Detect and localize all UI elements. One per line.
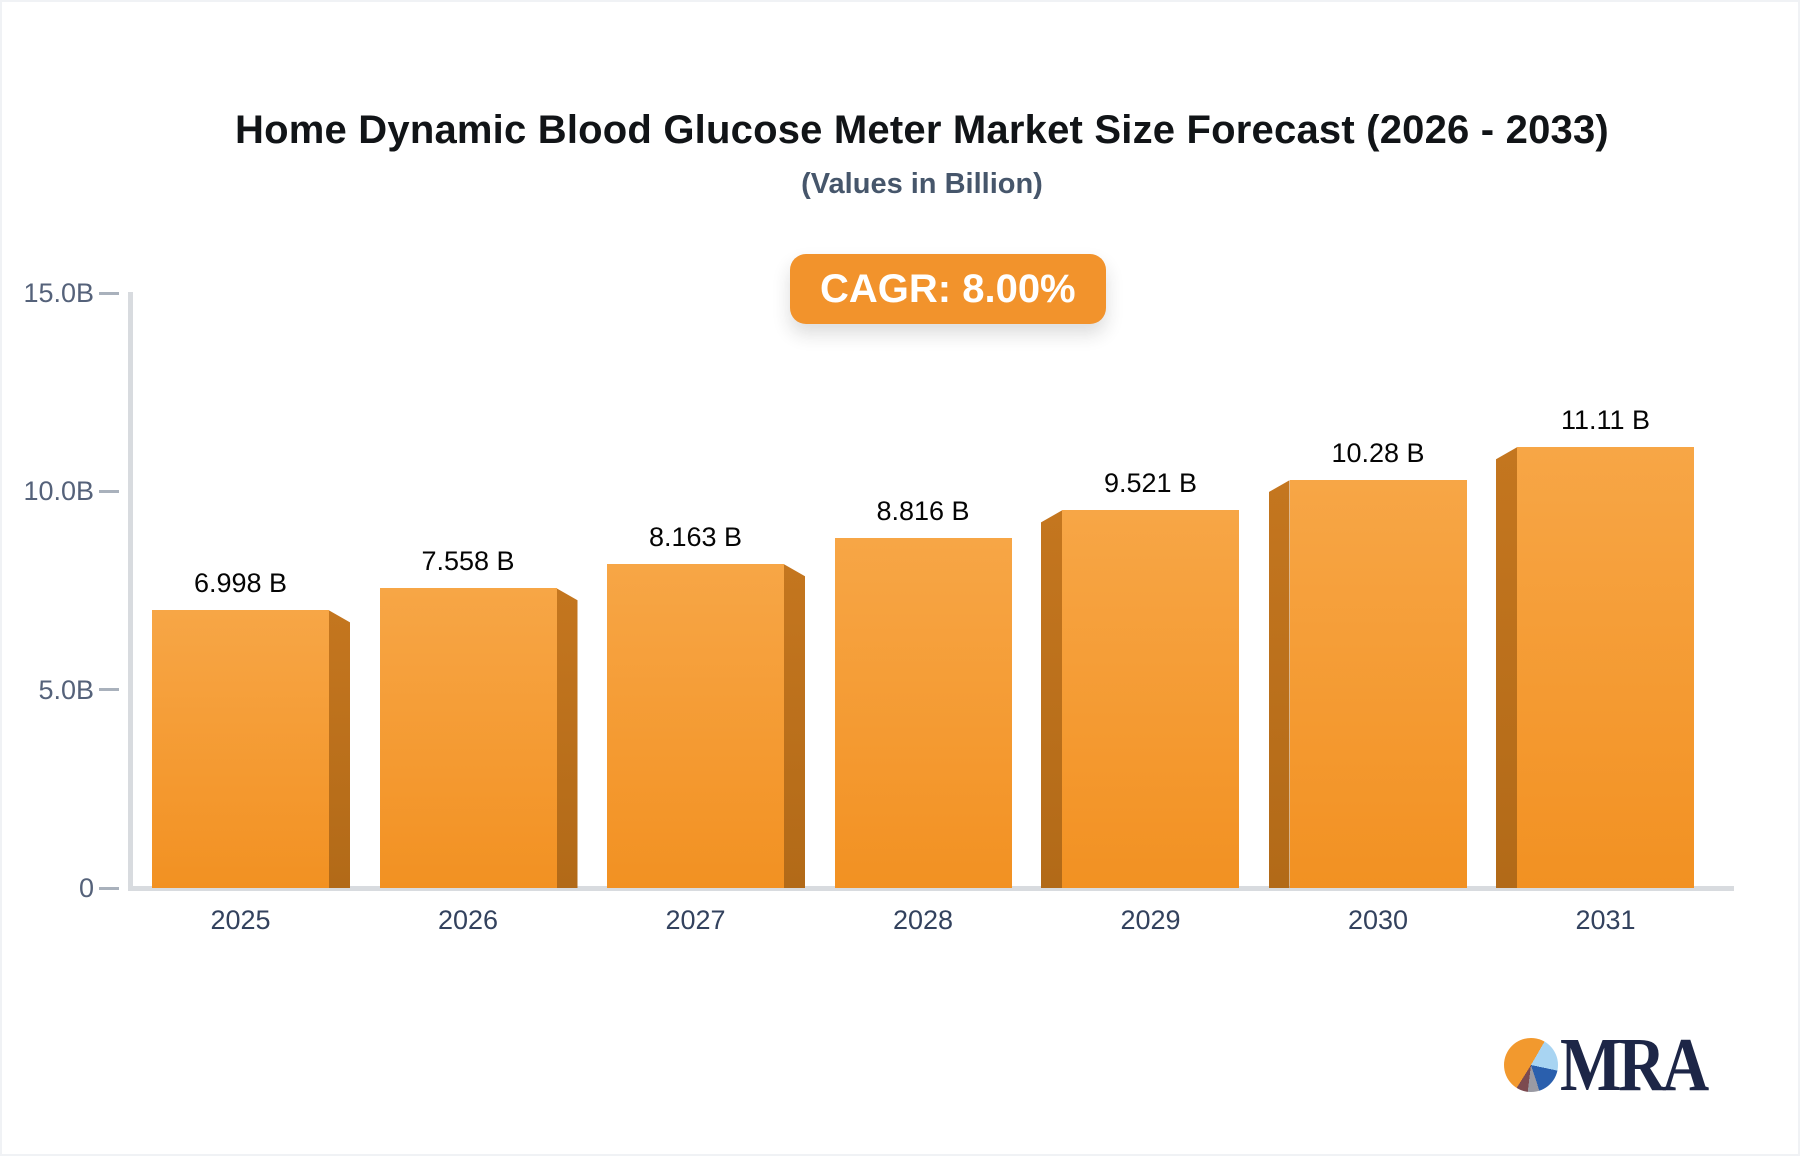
y-tick-mark [99,688,119,692]
x-category-label: 2028 [892,905,954,935]
y-tick-label: 15.0B [23,278,94,308]
pie-chart-logo-icon [1504,1038,1558,1092]
bar-2025-side-face [329,610,350,888]
x-category-label: 2025 [210,905,271,935]
y-tick-mark [99,489,119,493]
x-category-label: 2030 [1347,905,1409,935]
bar-2028 [834,538,1012,888]
bar-value-label: 8.816 B [876,496,970,527]
x-category-label: 2026 [437,905,499,935]
x-axis-line [128,886,1734,891]
bar-2026-side-face [556,588,578,888]
logo-text: MRA [1560,1023,1709,1107]
bar-value-label: 6.998 B [193,568,288,599]
y-tick-mark [99,291,119,295]
bar-2029-side-face [1041,510,1062,888]
x-category-label: 2031 [1575,905,1636,935]
bar-2025 [152,610,329,888]
y-tick-label: 0 [78,873,94,903]
cagr-badge: CAGR: 8.00% [790,254,1106,324]
bar-value-label: 8.163 B [648,522,743,553]
bar-value-label: 7.558 B [421,546,515,577]
bar-value-label: 11.11 B [1560,405,1651,436]
y-axis-line [128,292,133,888]
x-category-label: 2027 [665,905,726,935]
chart-title: Home Dynamic Blood Glucose Meter Market … [235,108,1609,152]
bar-value-label: 10.28 B [1331,438,1425,469]
bar-2026 [379,588,557,888]
bar-2029 [1062,510,1239,888]
brand-logo: MRA [1504,1023,1730,1107]
bar-2031-side-face [1496,447,1517,888]
y-tick-mark [99,886,119,890]
bar-2031 [1517,447,1694,888]
y-tick-label: 10.0B [23,476,94,507]
chart-subtitle: (Values in Billion) [801,168,1043,200]
bar-value-label: 9.521 B [1103,468,1198,499]
y-tick-label: 5.0B [38,674,94,705]
bar-2027 [607,564,784,888]
bar-2030-side-face [1268,480,1290,888]
bar-2027-side-face [784,564,805,888]
bar-2030 [1289,480,1467,888]
x-category-label: 2029 [1120,905,1181,935]
